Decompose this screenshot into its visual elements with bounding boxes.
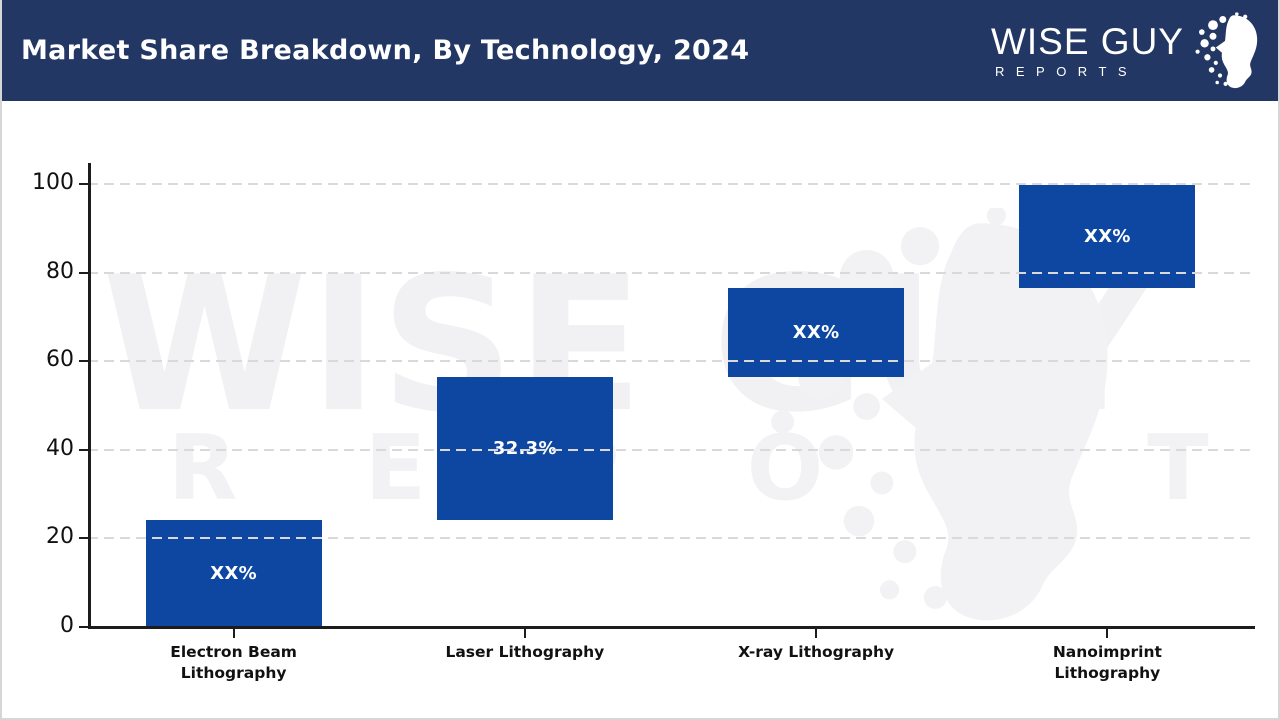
y-tick-mark	[79, 183, 88, 186]
logo-brand-text: WISE GUY	[990, 20, 1184, 62]
y-tick-mark	[79, 448, 88, 451]
y-tick-mark	[79, 626, 88, 628]
y-tick-label: 60	[46, 347, 74, 373]
page-border-bottom	[0, 718, 1280, 720]
x-category-label: Laser Lithography	[445, 643, 605, 661]
gridline-40	[88, 448, 1253, 451]
bar-value-label: XX%	[210, 562, 257, 584]
y-tick-mark	[79, 271, 88, 274]
y-tick-label: 0	[60, 613, 74, 638]
x-tick-mark	[1106, 629, 1109, 638]
gridline-100	[88, 183, 1253, 186]
gridline-60	[88, 360, 1253, 363]
bar-value-label: 32.3%	[492, 437, 557, 459]
page-border-right	[1278, 0, 1280, 720]
chart-plot-area: 0 20 40 60 80 100 XX% Electron Beam Lithography…	[0, 101, 1280, 720]
bar-value-label: XX%	[792, 322, 840, 344]
x-category-label: Nanoimprint Lithography	[1052, 643, 1162, 682]
x-tick-mark	[523, 629, 526, 638]
y-tick-mark	[79, 360, 88, 363]
dotted-head-icon	[1192, 10, 1262, 92]
x-category-label: X-ray Lithography	[738, 643, 895, 661]
x-tick-mark	[815, 629, 818, 638]
gridline-20	[88, 537, 1253, 540]
y-tick-label: 40	[46, 435, 74, 461]
x-axis-line	[88, 626, 1255, 629]
x-tick-mark	[232, 629, 235, 638]
gridline-80	[88, 271, 1253, 274]
bar-segment: 32.3%	[436, 376, 613, 520]
y-tick-label: 100	[32, 170, 74, 196]
x-category-label: Electron Beam Lithography	[170, 643, 297, 682]
bar-segment: XX%	[145, 519, 322, 627]
bar-value-label: XX%	[1084, 225, 1131, 247]
chart-title: Market Share Breakdown, By Technology, 2…	[21, 35, 750, 66]
bar-segment: XX%	[728, 288, 905, 377]
y-tick-label: 80	[46, 258, 74, 284]
logo-sub-text: REPORTS	[994, 63, 1139, 79]
header-banner: Market Share Breakdown, By Technology, 2…	[0, 0, 1280, 101]
y-axis-line	[88, 163, 91, 629]
logo-text: WISE GUY REPORTS	[990, 20, 1184, 79]
y-tick-mark	[79, 537, 88, 540]
wise-guy-reports-logo: WISE GUY REPORTS	[991, 10, 1280, 92]
y-tick-label: 20	[46, 524, 74, 550]
page-border-left	[0, 0, 2, 720]
